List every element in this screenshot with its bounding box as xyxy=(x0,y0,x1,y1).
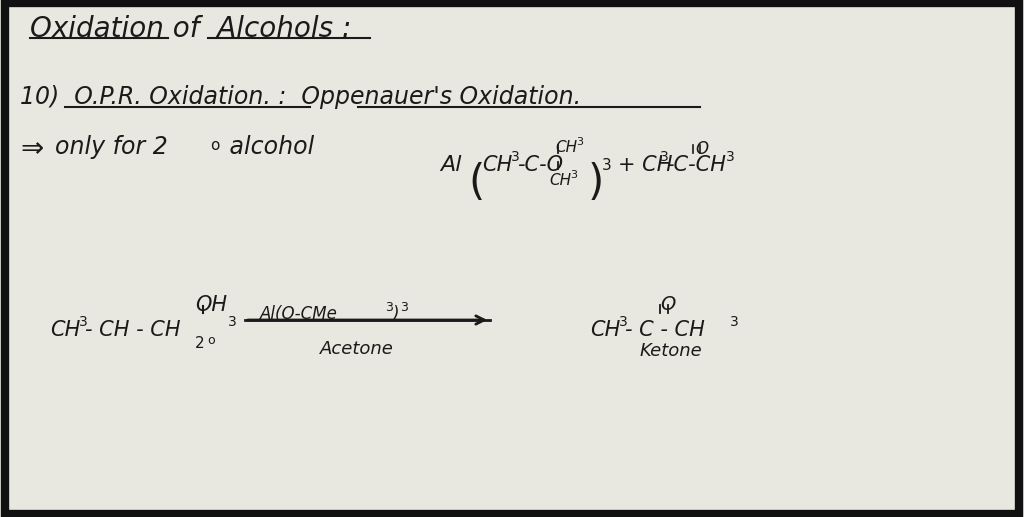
Text: CH: CH xyxy=(482,155,512,175)
Text: OH: OH xyxy=(195,295,227,315)
Text: 3: 3 xyxy=(228,315,237,329)
Text: CH: CH xyxy=(50,320,80,340)
Text: ): ) xyxy=(392,305,398,323)
Text: Ketone: Ketone xyxy=(640,342,702,360)
Text: -C-CH: -C-CH xyxy=(666,155,726,175)
Text: 3: 3 xyxy=(618,315,628,329)
Text: -C-O: -C-O xyxy=(517,155,563,175)
Text: 3: 3 xyxy=(660,150,669,164)
Text: 3: 3 xyxy=(385,301,393,314)
Text: (: ( xyxy=(468,162,484,204)
Text: o: o xyxy=(210,138,219,153)
Text: O: O xyxy=(695,140,709,158)
Text: o: o xyxy=(207,334,215,347)
Text: - CH - CH: - CH - CH xyxy=(85,320,180,340)
Text: only for 2: only for 2 xyxy=(55,135,168,159)
Text: Al: Al xyxy=(440,155,462,175)
Text: 3: 3 xyxy=(79,315,88,329)
Text: 3: 3 xyxy=(400,301,408,314)
Text: ⇒: ⇒ xyxy=(20,135,43,163)
Text: 3: 3 xyxy=(726,150,735,164)
Text: 3: 3 xyxy=(570,170,577,180)
Text: CH: CH xyxy=(549,173,571,188)
Text: O: O xyxy=(660,295,676,314)
Text: 3: 3 xyxy=(511,150,520,164)
Text: 3: 3 xyxy=(575,137,583,147)
Text: alcohol: alcohol xyxy=(222,135,314,159)
Text: ): ) xyxy=(588,162,604,204)
Text: CH: CH xyxy=(555,140,578,155)
Text: 2: 2 xyxy=(195,336,205,351)
Text: 3: 3 xyxy=(602,158,611,173)
Text: 3: 3 xyxy=(730,315,738,329)
Text: - C - CH: - C - CH xyxy=(625,320,705,340)
Text: Oxidation of  Alcohols :: Oxidation of Alcohols : xyxy=(30,15,351,43)
Text: 10)  O.P.R. Oxidation. :  Oppenauer's Oxidation.: 10) O.P.R. Oxidation. : Oppenauer's Oxid… xyxy=(20,85,582,109)
Text: CH: CH xyxy=(590,320,621,340)
Text: + CH: + CH xyxy=(618,155,673,175)
Text: Al(O-CMe: Al(O-CMe xyxy=(260,305,338,323)
Text: Acetone: Acetone xyxy=(319,340,394,358)
